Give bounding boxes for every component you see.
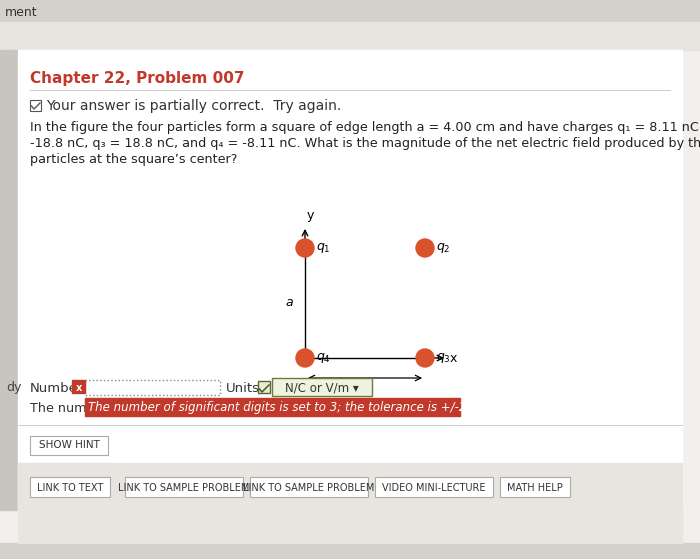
Bar (85, 398, 460, 416)
Text: LINK TO SAMPLE PROBLEM: LINK TO SAMPLE PROBLEM (244, 483, 374, 493)
Bar (30, 100, 41, 111)
Bar (18, 463, 682, 543)
Text: LINK TO SAMPLE PROBLEM: LINK TO SAMPLE PROBLEM (118, 483, 250, 493)
Text: ment: ment (5, 6, 38, 18)
Text: VIDEO MINI-LECTURE: VIDEO MINI-LECTURE (382, 483, 486, 493)
Bar (250, 477, 368, 497)
Text: x: x (76, 383, 82, 393)
Bar (500, 477, 570, 497)
Text: The number of significant digits is set to 3; the tolerance is +/-2%: The number of significant digits is set … (88, 400, 477, 414)
Text: $q_4$: $q_4$ (316, 351, 331, 365)
Text: N/C or V/m ▾: N/C or V/m ▾ (285, 381, 359, 395)
Circle shape (416, 349, 434, 367)
Bar (375, 477, 493, 497)
Bar (30, 477, 110, 497)
Bar (18, 50, 682, 510)
Text: Number: Number (30, 381, 83, 395)
Text: $q_1$: $q_1$ (316, 241, 330, 255)
Text: In the figure the four particles form a square of edge length a = 4.00 cm and ha: In the figure the four particles form a … (30, 121, 700, 135)
Bar (0, 22, 700, 50)
Text: $q_2$: $q_2$ (436, 241, 451, 255)
Text: a: a (361, 380, 369, 393)
Text: x: x (450, 352, 457, 364)
Bar (30, 436, 108, 455)
Text: Units: Units (226, 381, 260, 395)
Bar (0, 543, 700, 559)
Circle shape (416, 239, 434, 257)
Text: Your answer is partially correct.  Try again.: Your answer is partially correct. Try ag… (46, 99, 342, 113)
Text: $q_3$: $q_3$ (436, 351, 451, 365)
Circle shape (296, 349, 314, 367)
Text: a: a (286, 296, 293, 310)
Bar (72, 380, 85, 393)
Bar (0, 0, 700, 22)
Bar (85, 380, 220, 395)
Bar (0, 50, 18, 510)
Bar (272, 378, 372, 396)
Text: MATH HELP: MATH HELP (507, 483, 563, 493)
Bar (125, 477, 243, 497)
Text: SHOW HINT: SHOW HINT (38, 440, 99, 451)
Text: LINK TO TEXT: LINK TO TEXT (37, 483, 103, 493)
Text: -18.8 nC, q₃ = 18.8 nC, and q₄ = -8.11 nC. What is the magnitude of the net elec: -18.8 nC, q₃ = 18.8 nC, and q₄ = -8.11 n… (30, 138, 700, 150)
Text: particles at the square’s center?: particles at the square’s center? (30, 154, 237, 167)
Text: y: y (307, 209, 314, 222)
Circle shape (296, 239, 314, 257)
Bar (258, 381, 270, 393)
Text: Chapter 22, Problem 007: Chapter 22, Problem 007 (30, 70, 244, 86)
Text: dy: dy (6, 381, 22, 395)
Text: The num: The num (30, 401, 87, 415)
